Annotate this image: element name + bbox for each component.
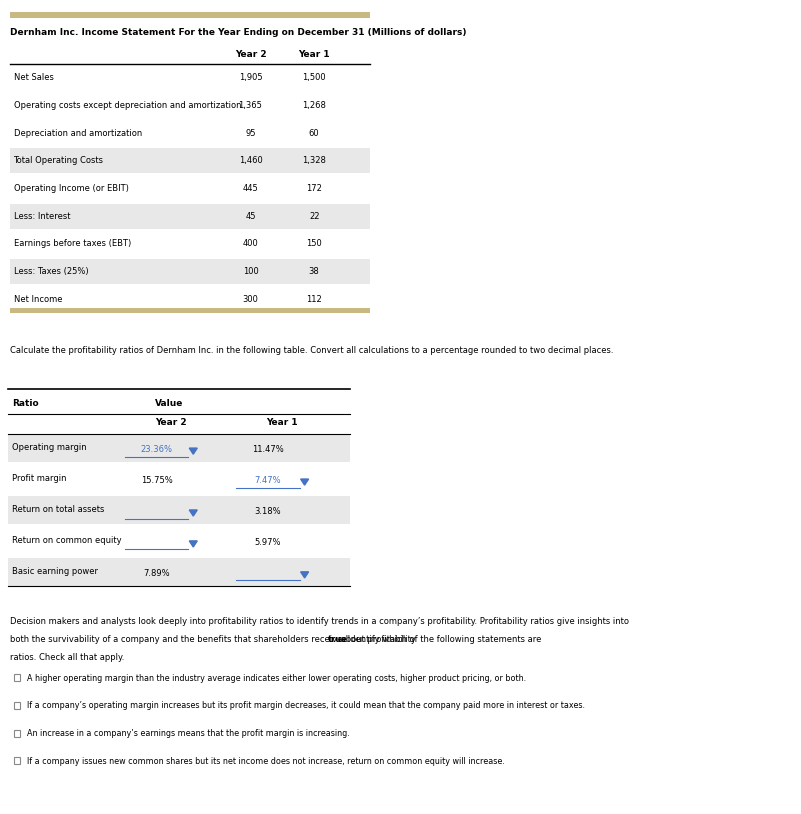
Text: Year 1: Year 1 [298, 50, 330, 59]
FancyBboxPatch shape [14, 702, 20, 709]
Text: ratios. Check all that apply.: ratios. Check all that apply. [10, 653, 124, 662]
Polygon shape [189, 449, 197, 454]
Text: Decision makers and analysts look deeply into profitability ratios to identify t: Decision makers and analysts look deeply… [10, 617, 629, 626]
Text: 1,905: 1,905 [239, 73, 263, 82]
Polygon shape [300, 479, 308, 485]
Text: Less: Taxes (25%): Less: Taxes (25%) [14, 267, 88, 276]
Text: Operating Income (or EBIT): Operating Income (or EBIT) [14, 184, 128, 193]
Text: 7.89%: 7.89% [143, 568, 170, 578]
Text: 172: 172 [306, 184, 322, 193]
Polygon shape [189, 510, 197, 516]
Text: both the survivability of a company and the benefits that shareholders receive. : both the survivability of a company and … [10, 635, 544, 644]
FancyBboxPatch shape [10, 259, 370, 284]
Text: If a company issues new common shares but its net income does not increase, retu: If a company issues new common shares bu… [26, 756, 505, 766]
FancyBboxPatch shape [10, 148, 370, 173]
Text: Value: Value [155, 399, 183, 408]
Text: 11.47%: 11.47% [252, 444, 284, 454]
FancyBboxPatch shape [8, 496, 350, 524]
Text: Operating costs except depreciation and amortization: Operating costs except depreciation and … [14, 101, 241, 110]
Text: Basic earning power: Basic earning power [12, 567, 98, 575]
Text: 23.36%: 23.36% [141, 444, 173, 454]
Text: Profit margin: Profit margin [12, 474, 66, 483]
Text: A higher operating margin than the industry average indicates either lower opera: A higher operating margin than the indus… [26, 673, 525, 683]
FancyBboxPatch shape [14, 675, 20, 681]
Text: 95: 95 [245, 129, 256, 138]
Text: Year 2: Year 2 [235, 50, 267, 59]
Text: Year 1: Year 1 [267, 418, 298, 427]
Text: Net Income: Net Income [14, 295, 62, 304]
Text: Ratio: Ratio [12, 399, 38, 408]
Text: 22: 22 [309, 212, 320, 221]
Text: Net Sales: Net Sales [14, 73, 54, 82]
Text: 7.47%: 7.47% [255, 475, 281, 485]
Text: Return on total assets: Return on total assets [12, 505, 104, 514]
Text: An increase in a company’s earnings means that the profit margin is increasing.: An increase in a company’s earnings mean… [26, 729, 349, 738]
Text: Return on common equity: Return on common equity [12, 536, 122, 545]
Text: 1,365: 1,365 [239, 101, 263, 110]
Text: Operating margin: Operating margin [12, 443, 87, 452]
Text: 1,328: 1,328 [302, 156, 326, 165]
Text: 300: 300 [243, 295, 259, 304]
Text: Less: Interest: Less: Interest [14, 212, 70, 221]
Text: 400: 400 [243, 239, 259, 248]
Text: 38: 38 [308, 267, 320, 276]
Text: 60: 60 [309, 129, 320, 138]
FancyBboxPatch shape [8, 434, 350, 462]
Polygon shape [300, 572, 308, 578]
FancyBboxPatch shape [10, 204, 370, 229]
Text: about profitability: about profitability [338, 635, 416, 644]
Text: 5.97%: 5.97% [255, 537, 281, 547]
FancyBboxPatch shape [14, 730, 20, 737]
Text: 45: 45 [245, 212, 256, 221]
Text: true: true [328, 635, 348, 644]
Text: 1,268: 1,268 [302, 101, 326, 110]
Text: 1,500: 1,500 [302, 73, 326, 82]
Text: 3.18%: 3.18% [255, 506, 281, 516]
Text: Year 2: Year 2 [155, 418, 187, 427]
Text: Calculate the profitability ratios of Dernham Inc. in the following table. Conve: Calculate the profitability ratios of De… [10, 346, 613, 355]
Polygon shape [189, 541, 197, 547]
Text: Dernham Inc. Income Statement For the Year Ending on December 31 (Millions of do: Dernham Inc. Income Statement For the Ye… [10, 28, 466, 37]
FancyBboxPatch shape [14, 758, 20, 764]
Text: Depreciation and amortization: Depreciation and amortization [14, 129, 142, 138]
Text: 1,460: 1,460 [239, 156, 263, 165]
Text: If a company’s operating margin increases but its profit margin decreases, it co: If a company’s operating margin increase… [26, 701, 585, 711]
Text: Earnings before taxes (EBT): Earnings before taxes (EBT) [14, 239, 131, 248]
Text: 150: 150 [306, 239, 322, 248]
Text: 100: 100 [243, 267, 259, 276]
FancyBboxPatch shape [10, 308, 370, 313]
Text: 112: 112 [306, 295, 322, 304]
FancyBboxPatch shape [10, 12, 370, 18]
FancyBboxPatch shape [8, 558, 350, 586]
Text: 15.75%: 15.75% [141, 475, 172, 485]
Text: Total Operating Costs: Total Operating Costs [14, 156, 103, 165]
Text: 445: 445 [243, 184, 259, 193]
